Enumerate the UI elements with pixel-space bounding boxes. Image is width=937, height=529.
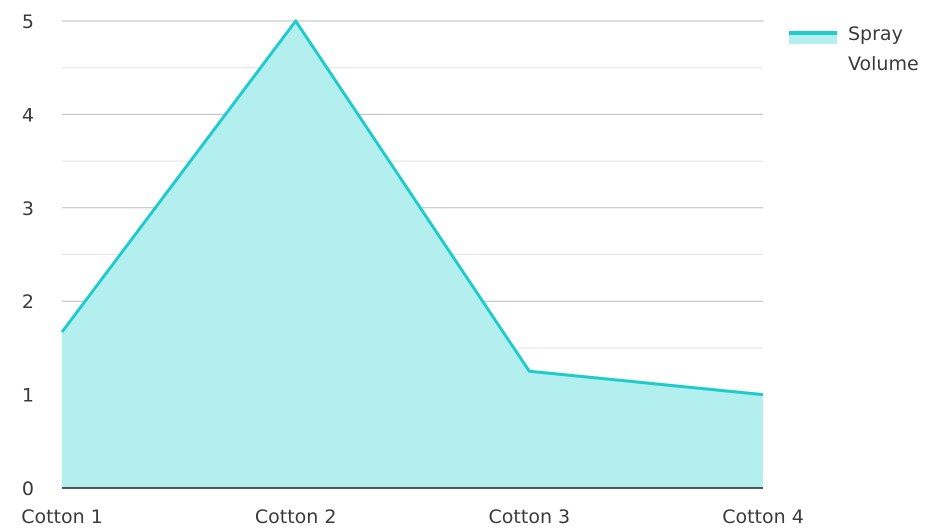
legend-label: Spray Volume [848,23,919,75]
legend-swatch-fill [789,33,837,44]
x-axis-tick-labels: Cotton 1 Cotton 2 Cotton 3 Cotton 4 [21,506,804,528]
series-area-fill [62,21,763,488]
x-tick-label: Cotton 4 [722,506,804,528]
y-axis-tick-labels: 0 1 2 3 4 5 [22,11,34,500]
y-tick-label: 2 [22,291,34,313]
y-tick-label: 1 [22,385,34,407]
y-tick-label: 3 [22,198,34,220]
x-tick-label: Cotton 3 [489,506,571,528]
x-tick-label: Cotton 2 [255,506,337,528]
y-tick-label: 4 [22,104,34,126]
y-tick-label: 0 [22,478,34,500]
x-tick-label: Cotton 1 [21,506,103,528]
y-tick-label: 5 [22,11,34,33]
series-line [60,19,764,397]
legend: Spray Volume [789,23,919,75]
